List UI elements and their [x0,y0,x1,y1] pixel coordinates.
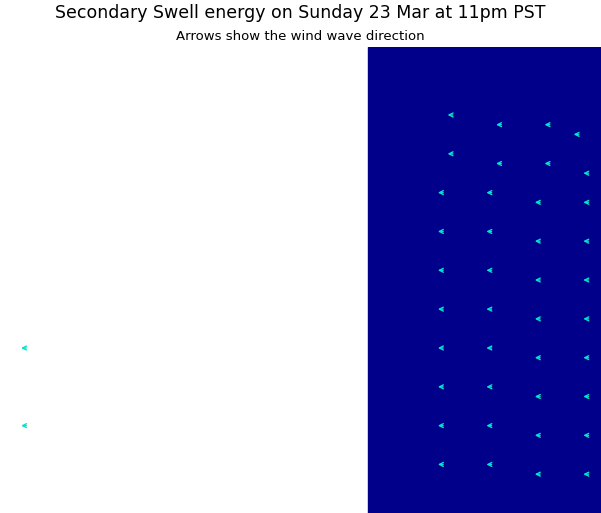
Bar [368,47,601,513]
Text: Secondary Swell energy on Sunday 23 Mar at 11pm PST: Secondary Swell energy on Sunday 23 Mar … [55,4,546,22]
Text: Arrows show the wind wave direction: Arrows show the wind wave direction [176,30,425,43]
